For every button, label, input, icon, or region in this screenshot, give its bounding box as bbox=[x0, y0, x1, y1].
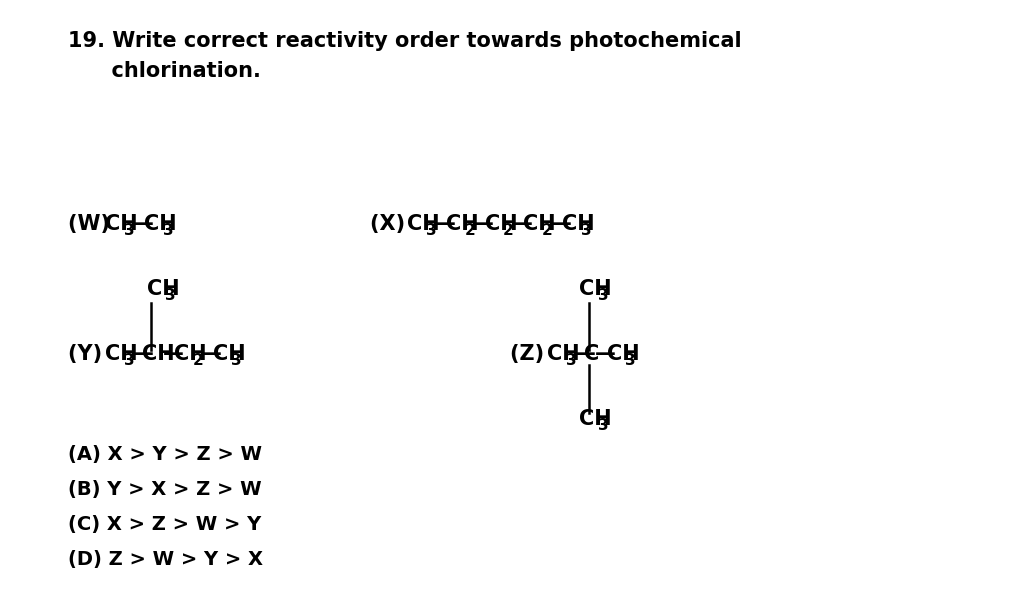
Text: 2: 2 bbox=[465, 223, 475, 238]
Text: 3: 3 bbox=[165, 288, 176, 303]
Text: chlorination.: chlorination. bbox=[68, 61, 261, 81]
Text: CH: CH bbox=[408, 214, 440, 234]
Text: CH: CH bbox=[213, 344, 245, 364]
Text: (Z): (Z) bbox=[510, 344, 551, 364]
Text: 3: 3 bbox=[598, 418, 608, 433]
Text: CH: CH bbox=[484, 214, 517, 234]
Text: —: — bbox=[512, 214, 532, 234]
Text: (Y): (Y) bbox=[68, 344, 110, 364]
Text: 3: 3 bbox=[124, 353, 134, 368]
Text: CH: CH bbox=[144, 214, 176, 234]
Text: (W): (W) bbox=[68, 214, 118, 234]
Text: C: C bbox=[584, 344, 599, 364]
Text: —: — bbox=[133, 214, 154, 234]
Text: —: — bbox=[595, 344, 616, 364]
Text: CH: CH bbox=[580, 409, 612, 429]
Text: CH: CH bbox=[523, 214, 556, 234]
Text: CH: CH bbox=[547, 344, 580, 364]
Text: —: — bbox=[133, 344, 154, 364]
Text: 3: 3 bbox=[581, 223, 591, 238]
Text: 2: 2 bbox=[542, 223, 553, 238]
Text: 19. Write correct reactivity order towards photochemical: 19. Write correct reactivity order towar… bbox=[68, 31, 741, 51]
Text: (B) Y > X > Z > W: (B) Y > X > Z > W bbox=[68, 480, 261, 499]
Text: CH: CH bbox=[105, 214, 138, 234]
Text: —: — bbox=[574, 344, 596, 364]
Text: —: — bbox=[473, 214, 495, 234]
Text: (C) X > Z > W > Y: (C) X > Z > W > Y bbox=[68, 515, 261, 534]
Text: (A) X > Y > Z > W: (A) X > Y > Z > W bbox=[68, 445, 262, 464]
Text: —: — bbox=[202, 344, 222, 364]
Text: 3: 3 bbox=[598, 288, 608, 303]
Text: (X): (X) bbox=[370, 214, 413, 234]
Text: 3: 3 bbox=[625, 353, 636, 368]
Text: CH: CH bbox=[606, 344, 639, 364]
Text: CH: CH bbox=[142, 344, 174, 364]
Text: —: — bbox=[551, 214, 571, 234]
Text: (D) Z > W > Y > X: (D) Z > W > Y > X bbox=[68, 550, 263, 569]
Text: 3: 3 bbox=[426, 223, 436, 238]
Text: 2: 2 bbox=[503, 223, 514, 238]
Text: 3: 3 bbox=[566, 353, 577, 368]
Text: 2: 2 bbox=[193, 353, 203, 368]
Text: 3: 3 bbox=[231, 353, 242, 368]
Text: CH: CH bbox=[105, 344, 138, 364]
Text: —: — bbox=[163, 344, 183, 364]
Text: CH: CH bbox=[445, 214, 478, 234]
Text: —: — bbox=[434, 214, 456, 234]
Text: CH: CH bbox=[562, 214, 595, 234]
Text: CH: CH bbox=[174, 344, 207, 364]
Text: CH: CH bbox=[580, 279, 612, 299]
Text: CH: CH bbox=[146, 279, 179, 299]
Text: 3: 3 bbox=[163, 223, 173, 238]
Text: 3: 3 bbox=[124, 223, 134, 238]
